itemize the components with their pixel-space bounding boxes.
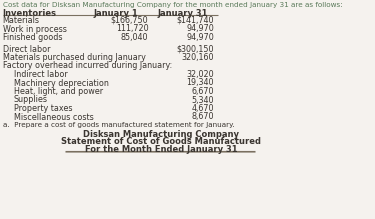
Text: Indirect labor: Indirect labor	[14, 70, 68, 79]
Text: Materials: Materials	[3, 16, 40, 25]
Text: January 1: January 1	[93, 9, 138, 18]
Text: 32,020: 32,020	[186, 70, 214, 79]
Text: Heat, light, and power: Heat, light, and power	[14, 87, 103, 96]
Text: 94,970: 94,970	[186, 25, 214, 34]
Text: Property taxes: Property taxes	[14, 104, 72, 113]
Text: 5,340: 5,340	[192, 95, 214, 104]
Text: $300,150: $300,150	[177, 44, 214, 53]
Text: Disksan Manufacturing Company: Disksan Manufacturing Company	[83, 130, 239, 139]
Text: Supplies: Supplies	[14, 95, 48, 104]
Text: 4,670: 4,670	[192, 104, 214, 113]
Text: Work in process: Work in process	[3, 25, 66, 34]
Text: 19,340: 19,340	[186, 78, 214, 88]
Text: 320,160: 320,160	[182, 53, 214, 62]
Text: For the Month Ended January 31: For the Month Ended January 31	[85, 145, 238, 154]
Text: January 31: January 31	[158, 9, 209, 18]
Text: Factory overhead incurred during January:: Factory overhead incurred during January…	[3, 62, 172, 71]
Text: Statement of Cost of Goods Manufactured: Statement of Cost of Goods Manufactured	[62, 138, 261, 147]
Text: Finished goods: Finished goods	[3, 33, 62, 42]
Text: Materials purchased during January: Materials purchased during January	[3, 53, 146, 62]
Text: 94,970: 94,970	[186, 33, 214, 42]
Text: 6,670: 6,670	[192, 87, 214, 96]
Text: 111,720: 111,720	[116, 25, 148, 34]
Text: $141,740: $141,740	[177, 16, 214, 25]
Text: Direct labor: Direct labor	[3, 44, 50, 53]
Text: 8,670: 8,670	[192, 113, 214, 122]
Text: Machinery depreciation: Machinery depreciation	[14, 78, 109, 88]
Text: a.  Prepare a cost of goods manufactured statement for January.: a. Prepare a cost of goods manufactured …	[3, 122, 234, 128]
Text: Cost data for Disksan Manufacturing Company for the month ended January 31 are a: Cost data for Disksan Manufacturing Comp…	[3, 2, 342, 7]
Text: Inventories: Inventories	[3, 9, 57, 18]
Text: 85,040: 85,040	[121, 33, 148, 42]
Text: Miscellaneous costs: Miscellaneous costs	[14, 113, 93, 122]
Text: $166,750: $166,750	[111, 16, 148, 25]
